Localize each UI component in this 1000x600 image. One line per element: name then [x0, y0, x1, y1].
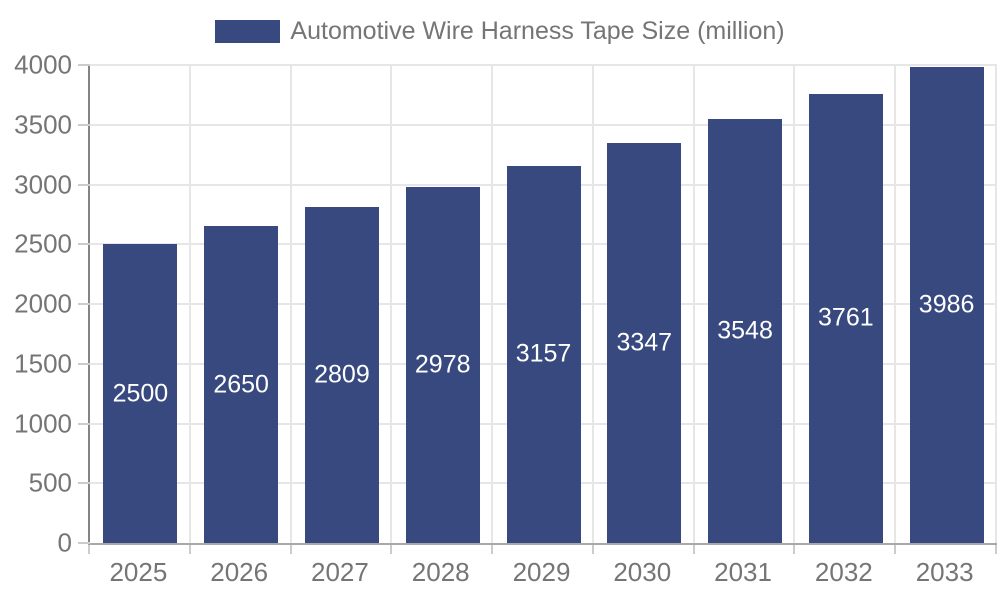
bar-2030 — [607, 143, 682, 543]
x-axis-tick-label: 2030 — [613, 557, 672, 587]
x-axis-tick — [390, 545, 393, 554]
x-axis-tick-label: 2031 — [714, 557, 772, 587]
y-axis-tick — [78, 123, 90, 126]
bar-2028 — [405, 187, 480, 543]
gridline-vertical — [188, 65, 191, 543]
bar-value-label: 2978 — [414, 350, 471, 379]
gridline-vertical — [289, 65, 292, 543]
y-axis-tick-label: 3000 — [14, 169, 72, 199]
x-axis-labels: 2025 2026 2027 2028 2029 2030 2031 2032 2033 — [88, 545, 995, 587]
x-axis-tick — [188, 545, 191, 554]
gridline-vertical — [995, 65, 997, 543]
bar-2031 — [708, 119, 783, 543]
gridline-horizontal — [90, 123, 997, 126]
gridline-vertical — [491, 65, 494, 543]
gridline-vertical — [692, 65, 695, 543]
bar-value-label: 3986 — [918, 290, 975, 319]
y-axis-tick-label: 4000 — [14, 49, 72, 80]
x-axis-tick-label: 2032 — [814, 557, 873, 587]
x-axis-tick-label: 2033 — [915, 557, 974, 587]
bar-value-label: 2650 — [213, 370, 269, 399]
legend-label: Automotive Wire Harness Tape Size (milli… — [290, 16, 785, 45]
bar-value-label: 3157 — [515, 339, 572, 368]
bar-value-label: 2809 — [314, 360, 370, 389]
x-axis-tick-label: 2027 — [311, 557, 369, 587]
x-axis-tick-label: 2026 — [210, 557, 269, 587]
y-axis-tick-label: 3500 — [14, 109, 72, 140]
y-axis-tick-label: 1500 — [14, 348, 72, 379]
bar-value-label: 3347 — [616, 328, 673, 357]
y-axis-tick-label: 0 — [57, 527, 72, 558]
bar-2029 — [506, 165, 581, 543]
gridline-horizontal — [90, 64, 997, 66]
x-axis-tick-label: 2029 — [512, 557, 571, 587]
y-axis-tick — [78, 243, 90, 246]
x-axis-tick — [995, 545, 997, 554]
bar-2027 — [304, 207, 379, 543]
legend-swatch — [215, 19, 281, 43]
y-axis-tick-label: 500 — [28, 467, 72, 498]
x-axis-tick — [692, 545, 695, 554]
bar-value-label: 2500 — [112, 379, 169, 408]
y-axis-tick-label: 2000 — [14, 288, 72, 319]
x-axis-tick-label: 2025 — [109, 557, 168, 587]
bar-2033 — [909, 66, 984, 543]
y-axis-tick — [78, 482, 90, 485]
bar-2025 — [103, 244, 178, 543]
y-axis-tick-label: 2500 — [14, 228, 72, 259]
legend: Automotive Wire Harness Tape Size (milli… — [0, 16, 1000, 45]
x-axis-tick — [289, 545, 292, 554]
y-axis-tick-label: 1000 — [14, 408, 72, 438]
y-axis-tick — [78, 422, 90, 425]
x-axis-tick — [88, 545, 90, 554]
bar-2026 — [204, 226, 279, 543]
y-axis-tick — [78, 362, 90, 365]
x-axis-tick — [491, 545, 494, 554]
bar-value-label: 3761 — [818, 303, 874, 332]
y-axis-labels: 0 500 1000 1500 2000 2500 3000 3500 4000 — [0, 50, 88, 558]
gridline-vertical — [793, 65, 796, 543]
x-axis-tick — [591, 545, 594, 554]
y-axis-tick — [78, 303, 90, 305]
y-axis-tick — [78, 183, 90, 186]
gridline-vertical — [591, 65, 594, 543]
y-axis-tick — [78, 542, 90, 544]
y-axis-tick — [78, 64, 90, 66]
x-axis-tick — [894, 545, 897, 554]
gridline-vertical — [390, 65, 393, 543]
plot-area: 2500 2650 2809 2978 3157 3347 3548 3761 3986 — [78, 64, 997, 554]
bar-value-label: 3548 — [717, 316, 773, 345]
x-axis-tick — [793, 545, 796, 554]
bar-2032 — [808, 93, 883, 543]
x-axis-tick-label: 2028 — [411, 557, 470, 587]
gridline-vertical — [894, 65, 897, 543]
